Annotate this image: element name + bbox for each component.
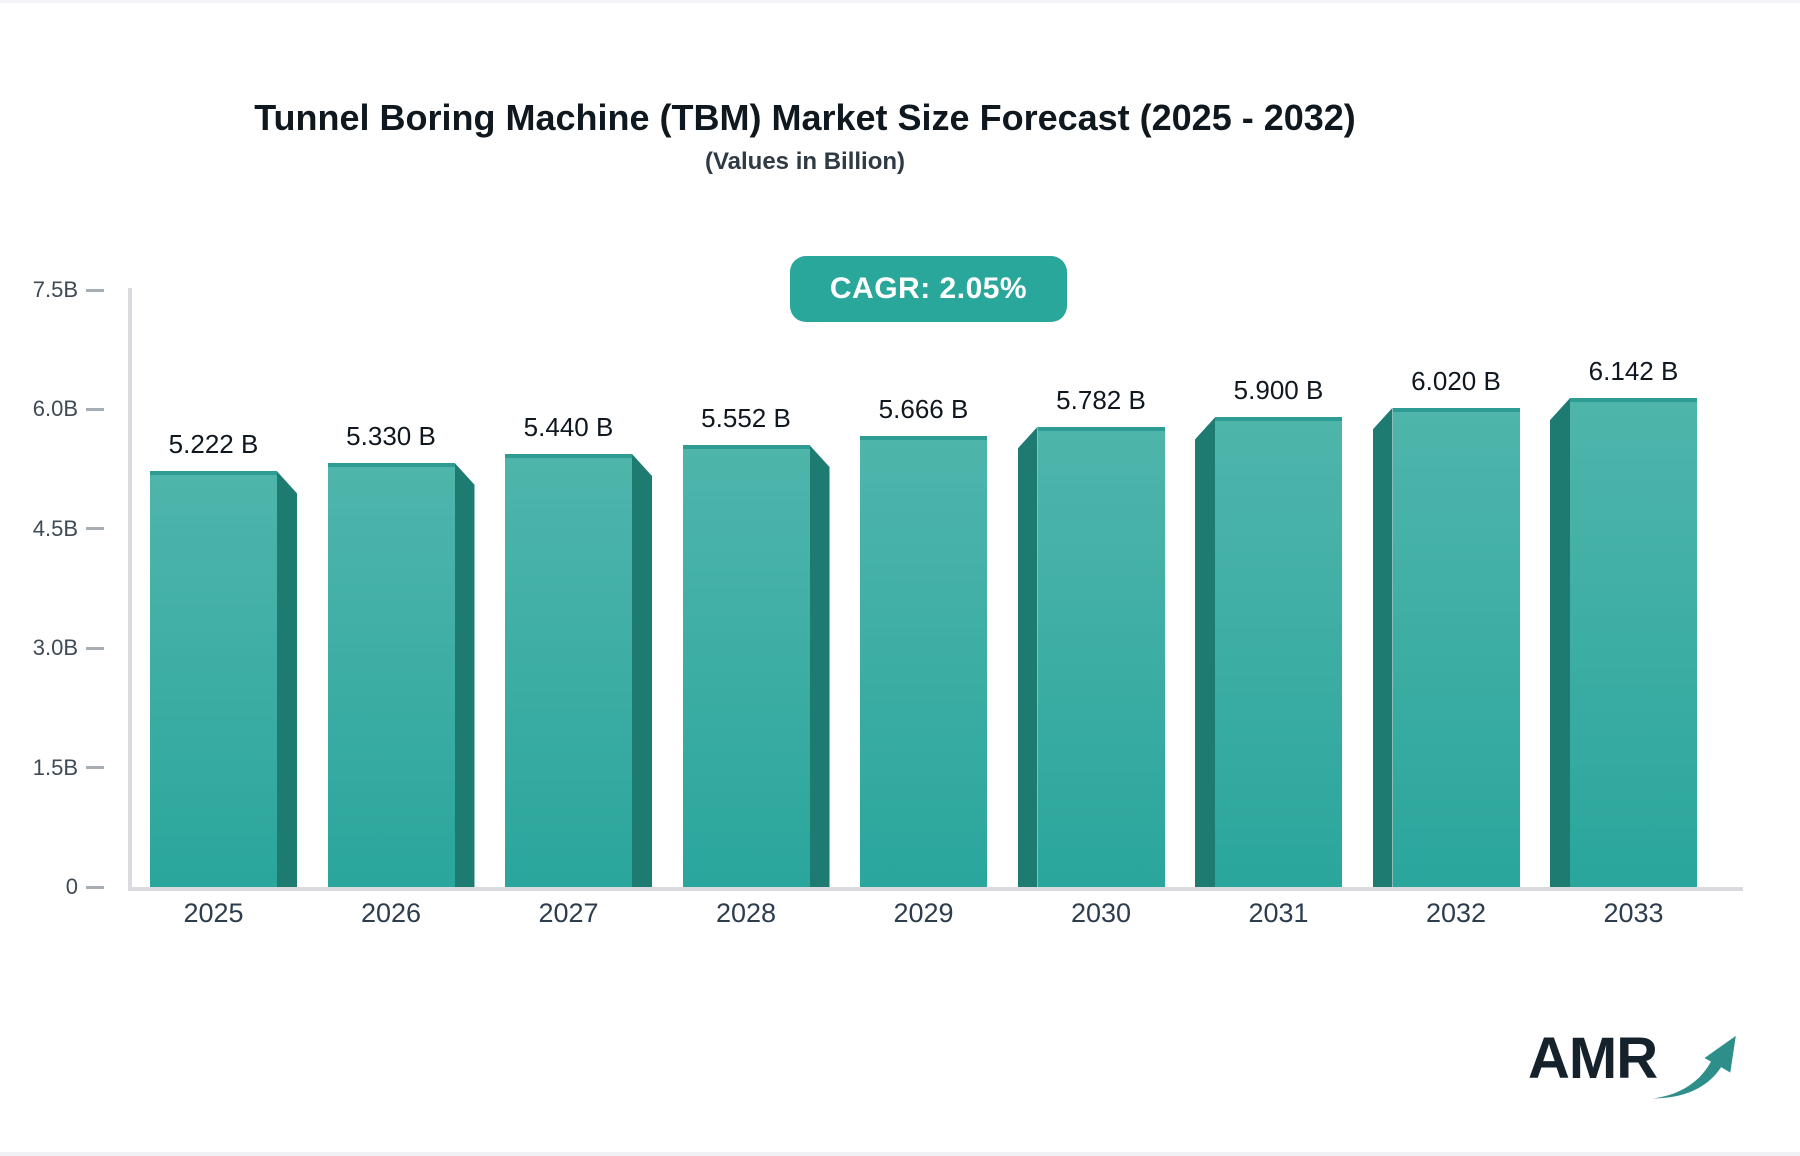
y-tick-label: 0: [65, 874, 78, 899]
x-tick-label: 2032: [1425, 898, 1487, 928]
x-tick-label: 2031: [1248, 898, 1309, 928]
cagr-badge: CAGR: 2.05%: [790, 256, 1067, 322]
bar-side-face: [277, 471, 297, 887]
x-tick-label: 2025: [183, 898, 244, 928]
bar-value-label: 6.020 B: [1411, 365, 1501, 396]
y-tick-mark: [86, 766, 104, 770]
bar-side-face: [632, 453, 652, 887]
x-tick-label: 2033: [1603, 898, 1664, 928]
x-tick-label: 2026: [360, 898, 422, 928]
x-tick-label: 2029: [893, 898, 954, 928]
y-axis-line: [128, 288, 132, 889]
bar-value-label: 5.330 B: [346, 420, 436, 451]
bar-value-label: 5.782 B: [1056, 384, 1146, 415]
bar-value-label: 5.552 B: [701, 403, 791, 434]
bar-side-face: [809, 445, 830, 887]
y-tick-mark: [86, 527, 104, 531]
x-tick-label: 2028: [715, 898, 777, 928]
bar-side-face: [1550, 398, 1570, 887]
bar-2025: [150, 471, 277, 887]
x-tick-label: 2030: [1070, 898, 1132, 928]
y-tick-mark: [86, 288, 104, 292]
y-tick-mark: [86, 885, 104, 889]
bar-side-face: [1017, 426, 1038, 887]
bar-value-label: 6.142 B: [1588, 356, 1679, 387]
bar-2028: [682, 445, 810, 887]
bar-2026: [327, 462, 455, 887]
brand-logo: AMR: [1528, 1026, 1745, 1106]
bar-side-face: [1372, 407, 1393, 887]
chart-subtitle: (Values in Billion): [704, 148, 906, 175]
bar-side-face: [1195, 417, 1215, 887]
bar-value-label: 5.222 B: [168, 429, 259, 460]
bar-2029: [860, 435, 987, 887]
bar-side-face: [454, 462, 475, 887]
logo-text: AMR: [1528, 1026, 1658, 1091]
bar-2030: [1037, 426, 1165, 887]
bar-value-label: 5.440 B: [523, 411, 614, 442]
bar-2033: [1570, 398, 1697, 887]
bar-value-label: 5.900 B: [1233, 375, 1324, 406]
y-tick-label: 3.0B: [32, 635, 78, 661]
bar-2027: [505, 453, 632, 887]
y-tick-mark: [86, 407, 104, 411]
chart-title: Tunnel Boring Machine (TBM) Market Size …: [254, 97, 1356, 138]
x-tick-label: 2027: [538, 898, 599, 928]
bar-2031: [1215, 417, 1342, 887]
y-tick-label: 4.5B: [32, 515, 78, 541]
y-tick-label: 1.5B: [32, 754, 78, 780]
bar-value-label: 5.666 B: [878, 393, 969, 424]
growth-arrow-icon: [1653, 1035, 1736, 1099]
bar-2032: [1392, 407, 1520, 887]
x-axis-baseline: [128, 887, 1743, 891]
y-tick-label: 6.0B: [32, 396, 78, 422]
y-tick-mark: [86, 646, 104, 650]
y-tick-label: 7.5B: [32, 277, 78, 302]
